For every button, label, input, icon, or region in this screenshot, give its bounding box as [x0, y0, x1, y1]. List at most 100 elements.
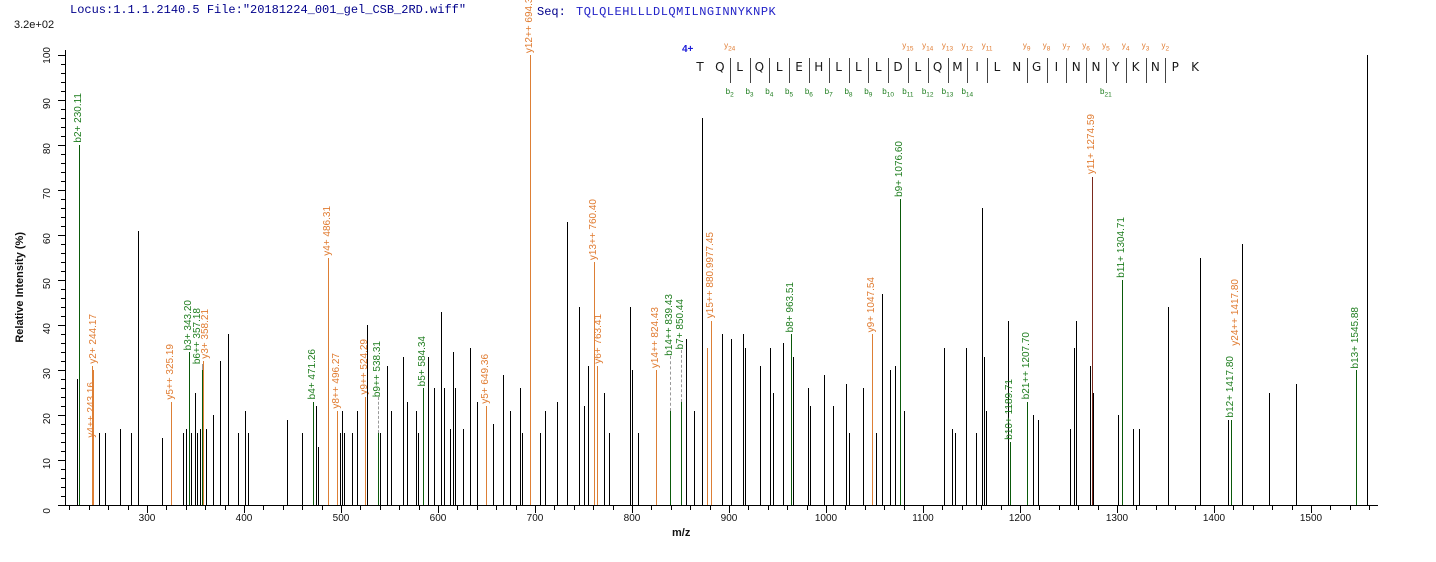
y-minor-tick: [61, 406, 65, 407]
sequence-residue[interactable]: L: [775, 60, 783, 74]
sequence-residue[interactable]: G: [1031, 60, 1042, 74]
x-minor-tick: [1252, 506, 1254, 510]
fragment-cleavage-mark: [769, 58, 771, 83]
sequence-residue[interactable]: H: [814, 60, 824, 74]
y-ion-label[interactable]: y2: [1161, 41, 1170, 53]
sequence-residue[interactable]: L: [914, 60, 922, 74]
b-ion-label[interactable]: b14: [961, 87, 974, 99]
y-tick-label: 30: [42, 367, 53, 379]
sequence-residue[interactable]: L: [835, 60, 842, 74]
spectrum-peak: [986, 410, 987, 505]
spectrum-peak: [416, 410, 417, 505]
b-ion-label[interactable]: b7: [824, 87, 833, 99]
y-minor-tick: [61, 442, 65, 443]
y-ion-label[interactable]: y8: [1042, 41, 1051, 53]
x-minor-tick: [205, 506, 207, 510]
sequence-residue[interactable]: Q: [754, 60, 765, 74]
y-minor-tick: [61, 199, 65, 200]
ion-peak: [872, 334, 873, 505]
x-minor-tick: [1233, 506, 1235, 510]
sequence-residue[interactable]: Q: [715, 60, 725, 74]
y-minor-tick: [61, 487, 65, 488]
spectrum-peak: [191, 433, 192, 505]
peak-label: y13++ 760.40: [588, 198, 599, 260]
b-ion-label[interactable]: b8: [844, 87, 853, 99]
sequence-residue[interactable]: N: [1012, 60, 1022, 74]
sequence-residue[interactable]: N: [1071, 60, 1081, 74]
b-ion-label[interactable]: b6: [804, 87, 813, 99]
y-ion-label[interactable]: y13: [941, 41, 954, 53]
y-ion-label[interactable]: y5: [1102, 41, 1110, 53]
y-ion-label[interactable]: y3: [1141, 41, 1150, 53]
spectrum-peak: [540, 433, 541, 505]
b-ion-label[interactable]: b3: [745, 87, 754, 99]
sequence-residue[interactable]: T: [696, 60, 704, 74]
sequence-residue[interactable]: Q: [932, 60, 943, 74]
sequence-residue[interactable]: N: [1150, 60, 1160, 74]
sequence-residue[interactable]: I: [1054, 60, 1059, 74]
b-ion-label[interactable]: b5: [785, 87, 794, 99]
y-minor-tick: [61, 316, 65, 317]
x-minor-tick: [166, 506, 168, 510]
spectrum-peak: [387, 365, 388, 505]
y-minor-tick: [61, 334, 65, 335]
b-ion-label[interactable]: b12: [921, 87, 934, 99]
spectrum-peak: [162, 437, 163, 505]
spectrum-peak: [1228, 419, 1229, 505]
sequence-residue[interactable]: L: [855, 60, 862, 74]
y-ion-label[interactable]: y12: [961, 41, 973, 53]
y-ion-label[interactable]: y15: [902, 41, 914, 53]
y-minor-tick: [61, 172, 65, 173]
y-ion-label[interactable]: y4: [1121, 41, 1130, 53]
b-ion-label[interactable]: b4: [765, 87, 774, 99]
sequence-residue[interactable]: I: [975, 60, 979, 74]
spectrum-peak: [793, 356, 794, 505]
peptide-sequence-text[interactable]: TQLQLEHLLLDLQMILNGINNYKNPK: [576, 5, 777, 19]
fragment-cleavage-mark: [848, 58, 850, 83]
sequence-residue[interactable]: P: [1171, 60, 1179, 74]
y-major-tick: [58, 55, 65, 56]
b-ion-label[interactable]: b21: [1100, 87, 1112, 99]
spectrum-peak: [344, 433, 345, 505]
y-ion-label[interactable]: y6: [1082, 41, 1090, 53]
sequence-residue[interactable]: L: [736, 60, 743, 74]
b-ion-label[interactable]: b13: [941, 87, 954, 99]
y-ion-label[interactable]: y7: [1062, 41, 1071, 53]
b-ion-label[interactable]: b2: [725, 87, 734, 99]
y-minor-tick: [61, 298, 65, 299]
b-ion-label[interactable]: b9: [864, 87, 873, 99]
spectrum-peak: [120, 428, 121, 505]
sequence-residue[interactable]: Y: [1112, 60, 1120, 74]
y-ion-label[interactable]: y14: [922, 41, 934, 53]
y-minor-tick: [61, 208, 65, 209]
sequence-residue[interactable]: N: [1091, 60, 1101, 74]
spectrum-peak: [604, 392, 605, 505]
sequence-residue[interactable]: L: [993, 60, 1001, 74]
spectrum-peak: [206, 428, 207, 505]
sequence-residue[interactable]: K: [1131, 60, 1140, 74]
y-minor-tick: [61, 496, 65, 497]
y-ion-label[interactable]: y11: [981, 41, 993, 53]
ion-peak: [1092, 176, 1093, 505]
x-minor-tick: [1194, 506, 1196, 510]
spectrum-peak: [944, 347, 945, 505]
y-major-tick: [58, 460, 65, 461]
b-ion-label[interactable]: b10: [882, 87, 894, 99]
spectrum-peak: [1074, 347, 1075, 505]
b-ion-label[interactable]: b11: [902, 87, 914, 99]
fragment-cleavage-mark: [947, 58, 949, 83]
x-minor-tick: [108, 506, 110, 510]
sequence-residue[interactable]: D: [893, 60, 903, 74]
precursor-charge-label: 4+: [682, 44, 694, 55]
spectrum-peak: [810, 406, 811, 505]
sequence-residue[interactable]: K: [1191, 60, 1199, 74]
sequence-residue[interactable]: E: [795, 60, 803, 74]
sequence-residue[interactable]: L: [874, 60, 882, 74]
sequence-residue[interactable]: M: [952, 60, 963, 74]
y-ion-label[interactable]: y24: [724, 41, 736, 53]
x-major-tick: [1020, 506, 1021, 513]
spectrum-peak: [357, 410, 358, 505]
y-ion-label[interactable]: y9: [1022, 41, 1031, 53]
spectrum-peak: [609, 433, 610, 505]
